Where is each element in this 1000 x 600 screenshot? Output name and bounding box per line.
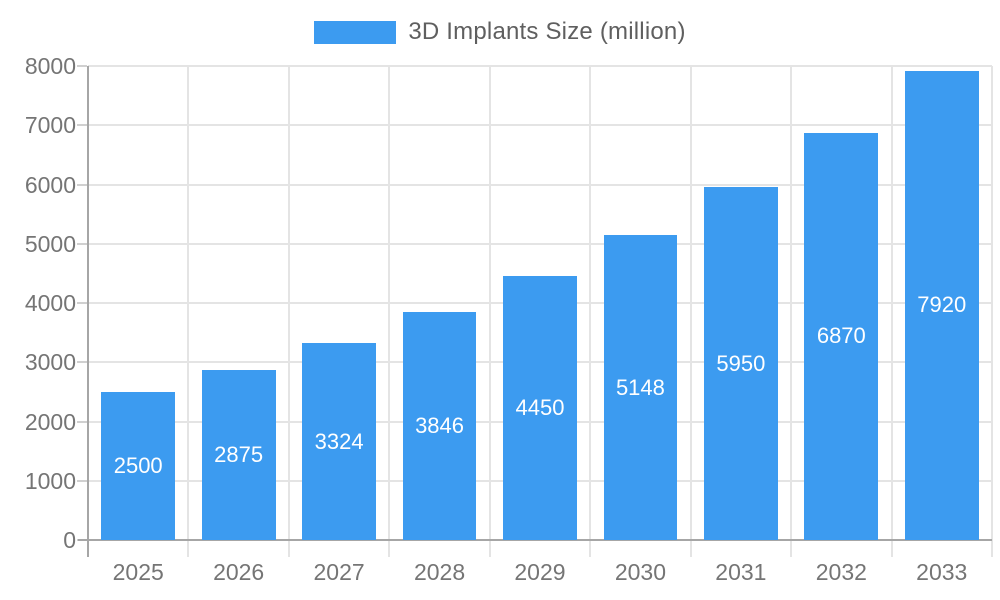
bar-2027 [302,343,376,540]
bar-2031 [703,187,778,540]
y-axis-tick [77,361,87,364]
bar-value-label: 2875 [214,441,264,467]
gridline [88,183,992,186]
gridline [88,124,992,127]
category-boundary-line [187,66,190,557]
y-axis-tick [77,302,87,304]
y-axis-line [87,66,89,557]
bar-2028 [402,312,477,540]
gridline [88,65,992,67]
y-axis-label: 2000 [24,408,76,435]
plot-area: 2500 2875 3324 3846 4450 5148 5950 6870 7920 [77,65,993,557]
x-axis-label: 2031 [715,559,767,585]
bar-value-label: 6870 [816,323,866,349]
y-axis-label: 3000 [24,349,76,376]
y-axis-label: 6000 [24,171,76,198]
y-axis-tick [77,420,87,423]
x-axis-label: 2032 [815,559,867,585]
category-boundary-line [991,66,993,557]
category-boundary-line [790,66,793,557]
bar-2033 [904,70,979,540]
y-axis-tick [77,242,87,245]
y-axis-label: 5000 [24,230,76,257]
y-axis-tick [77,65,87,67]
x-axis-label: 2030 [614,559,667,585]
bar-2030 [603,234,678,540]
x-axis-label: 2033 [916,559,968,585]
bar-2032 [804,132,879,540]
chart-legend: 3D Implants Size (million) [0,18,1000,46]
bar-value-label: 5950 [716,350,766,376]
bar-2026 [201,369,276,540]
bar-2029 [503,276,577,540]
legend-swatch [314,20,397,44]
category-boundary-line [689,66,692,557]
x-axis-line [78,539,992,541]
y-axis-tick [77,124,87,127]
y-axis-label: 8000 [24,53,76,79]
category-boundary-line [488,66,491,557]
y-axis-label: 1000 [24,467,76,494]
y-axis-tick [77,183,87,186]
category-boundary-line [388,66,391,557]
x-axis-label: 2026 [213,559,265,585]
bar-value-label: 3324 [314,428,364,454]
bar-value-label: 2500 [113,452,163,478]
category-boundary-line [890,66,893,557]
y-axis-label: 0 [63,527,76,553]
bar-2025 [101,391,176,540]
y-axis-label: 4000 [24,290,76,316]
category-boundary-line [287,66,290,557]
bar-value-label: 7920 [917,292,967,318]
bar-value-label: 3846 [415,413,465,439]
x-axis-label: 2028 [413,559,466,585]
y-axis-label: 7000 [24,112,76,139]
gridline [88,242,992,245]
y-axis-tick [77,479,87,482]
x-axis-label: 2025 [112,559,164,585]
x-axis-label: 2027 [313,559,365,585]
bar-value-label: 5148 [615,374,665,400]
bar-value-label: 4450 [515,395,565,421]
legend-label: 3D Implants Size (million) [408,18,686,45]
category-boundary-line [589,66,592,557]
x-axis-label: 2029 [514,559,566,585]
